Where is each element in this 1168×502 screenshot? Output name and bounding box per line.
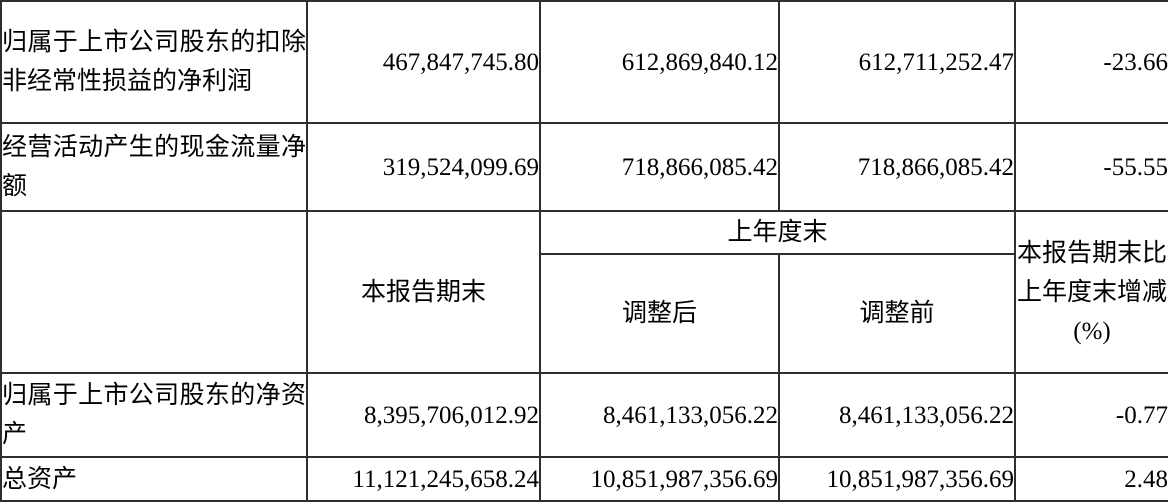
table-row: 经营活动产生的现金流量净额 319,524,099.69 718,866,085… [0, 122, 1168, 212]
value-prior-original: 612,711,252.47 [778, 0, 1016, 124]
header-change-pct: 本报告期末比上年度末增减 (%) [1014, 210, 1168, 374]
value-change-pct: -55.55 [1014, 122, 1168, 212]
header-blank-cell [0, 210, 308, 374]
row-label-deducted-net-profit: 归属于上市公司股东的扣除非经常性损益的净利润 [0, 0, 308, 124]
table-row: 归属于上市公司股东的净资产 8,395,706,012.92 8,461,133… [0, 372, 1168, 458]
table-row: 归属于上市公司股东的扣除非经常性损益的净利润 467,847,745.80 61… [0, 0, 1168, 124]
value-current-period: 11,121,245,658.24 [306, 456, 541, 502]
value-prior-adjusted: 718,866,085.42 [539, 122, 780, 212]
header-current-period-end: 本报告期末 [306, 210, 541, 374]
value-prior-adjusted: 612,869,840.12 [539, 0, 780, 124]
header-before-adjustment: 调整前 [778, 253, 1016, 374]
value-change-pct: 2.48 [1014, 456, 1168, 502]
value-change-pct: -0.77 [1014, 372, 1168, 458]
header-after-adjustment: 调整后 [539, 253, 780, 374]
header-prior-year-end: 上年度末 [539, 210, 1016, 255]
value-prior-original: 10,851,987,356.69 [778, 456, 1016, 502]
table-row: 总资产 11,121,245,658.24 10,851,987,356.69 … [0, 456, 1168, 502]
header-row-upper: 本报告期末 上年度末 本报告期末比上年度末增减 (%) [0, 210, 1168, 374]
value-prior-original: 718,866,085.42 [778, 122, 1016, 212]
value-change-pct: -23.66 [1014, 0, 1168, 124]
value-prior-adjusted: 10,851,987,356.69 [539, 456, 780, 502]
value-current-period: 467,847,745.80 [306, 0, 541, 124]
row-label-operating-cash-flow: 经营活动产生的现金流量净额 [0, 122, 308, 212]
value-prior-adjusted: 8,461,133,056.22 [539, 372, 780, 458]
row-label-net-assets: 归属于上市公司股东的净资产 [0, 372, 308, 458]
value-prior-original: 8,461,133,056.22 [778, 372, 1016, 458]
header-row-lower: 调整后 调整前 [1, 253, 1168, 374]
value-current-period: 8,395,706,012.92 [306, 372, 541, 458]
row-label-total-assets: 总资产 [0, 456, 308, 502]
value-current-period: 319,524,099.69 [306, 122, 541, 212]
